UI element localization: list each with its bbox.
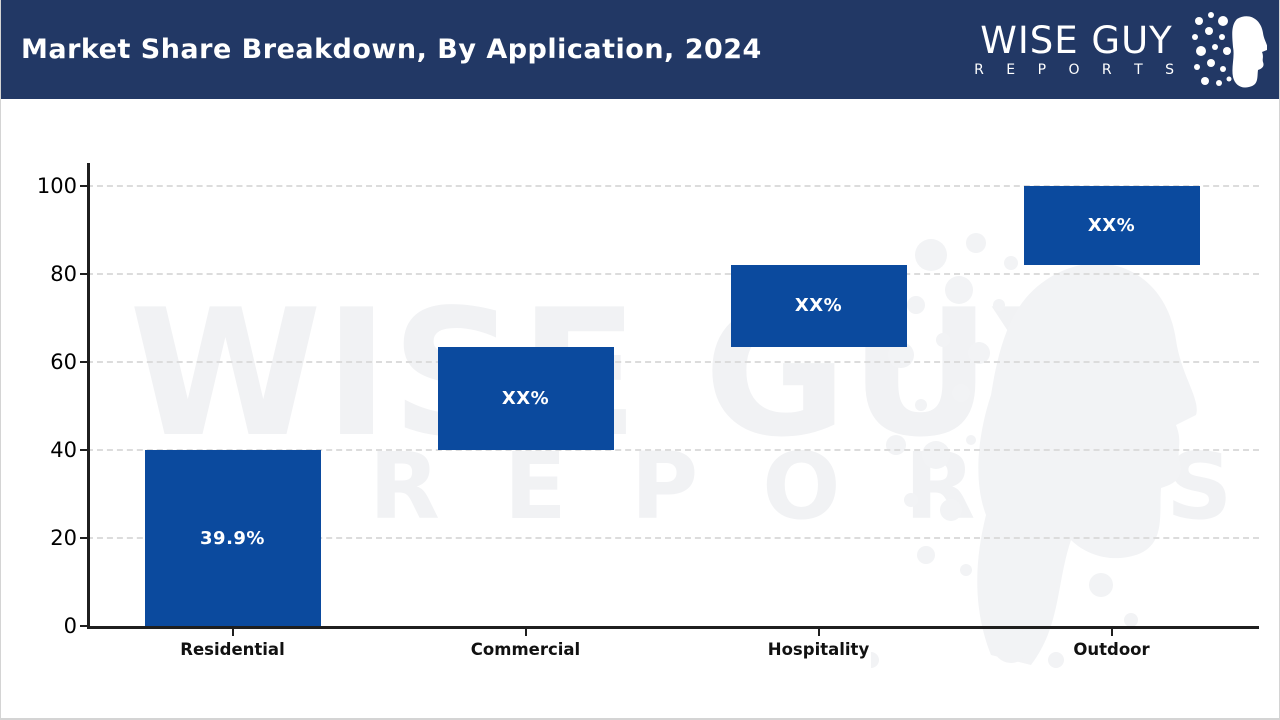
- y-tick-mark: [80, 361, 87, 363]
- y-tick-mark: [80, 537, 87, 539]
- wiseguy-logo-text: WISE GUY R E P O R T S: [970, 22, 1183, 77]
- y-tick-mark: [80, 185, 87, 187]
- chart-title: Market Share Breakdown, By Application, …: [21, 34, 762, 65]
- x-axis-line: [87, 626, 1259, 629]
- gridline-y60: [87, 361, 1259, 363]
- x-tick-mark: [231, 628, 234, 636]
- y-tick-label: 0: [63, 614, 77, 638]
- bar-value-label: XX%: [501, 388, 550, 409]
- logo-face-icon: [1192, 11, 1267, 87]
- x-category-label: Residential: [180, 640, 285, 659]
- y-tick-mark: [80, 625, 87, 627]
- watermark-text-wiseguy: WISE GUY: [129, 273, 1123, 476]
- y-tick-label: 20: [50, 526, 77, 550]
- header-bar: Market Share Breakdown, By Application, …: [1, 0, 1279, 99]
- gridline-y100: [87, 185, 1259, 187]
- x-tick-mark: [817, 628, 820, 636]
- y-tick-mark: [80, 449, 87, 451]
- bar-value-label: 39.9%: [200, 527, 265, 549]
- bar-residential: 39.9%: [144, 450, 321, 626]
- y-tick-label: 60: [50, 350, 77, 374]
- bar-value-label: XX%: [794, 295, 843, 317]
- y-axis-line: [87, 163, 90, 628]
- gridline-y80: [87, 273, 1259, 275]
- gridline-y20: [87, 537, 1259, 539]
- bar-outdoor: XX%: [1023, 186, 1200, 266]
- x-category-label: Outdoor: [1073, 640, 1150, 659]
- gridline-y40: [87, 449, 1259, 451]
- logo-subtitle: R E P O R T S: [974, 62, 1183, 78]
- bar-hospitality: XX%: [730, 265, 907, 347]
- x-tick-mark: [524, 628, 527, 636]
- x-tick-mark: [1110, 628, 1113, 636]
- watermark-face-dots: [871, 233, 1197, 668]
- wiseguy-logo: WISE GUY R E P O R T S: [970, 7, 1267, 93]
- x-category-label: Commercial: [470, 640, 581, 659]
- y-tick-label: 40: [50, 438, 77, 462]
- bar-commercial: XX%: [437, 346, 614, 451]
- y-tick-mark: [80, 273, 87, 275]
- logo-wordmark: WISE GUY: [980, 19, 1173, 62]
- y-tick-label: 100: [36, 174, 77, 198]
- y-tick-label: 80: [50, 262, 77, 286]
- bar-value-label: XX%: [1087, 215, 1136, 237]
- x-category-label: Hospitality: [767, 640, 870, 659]
